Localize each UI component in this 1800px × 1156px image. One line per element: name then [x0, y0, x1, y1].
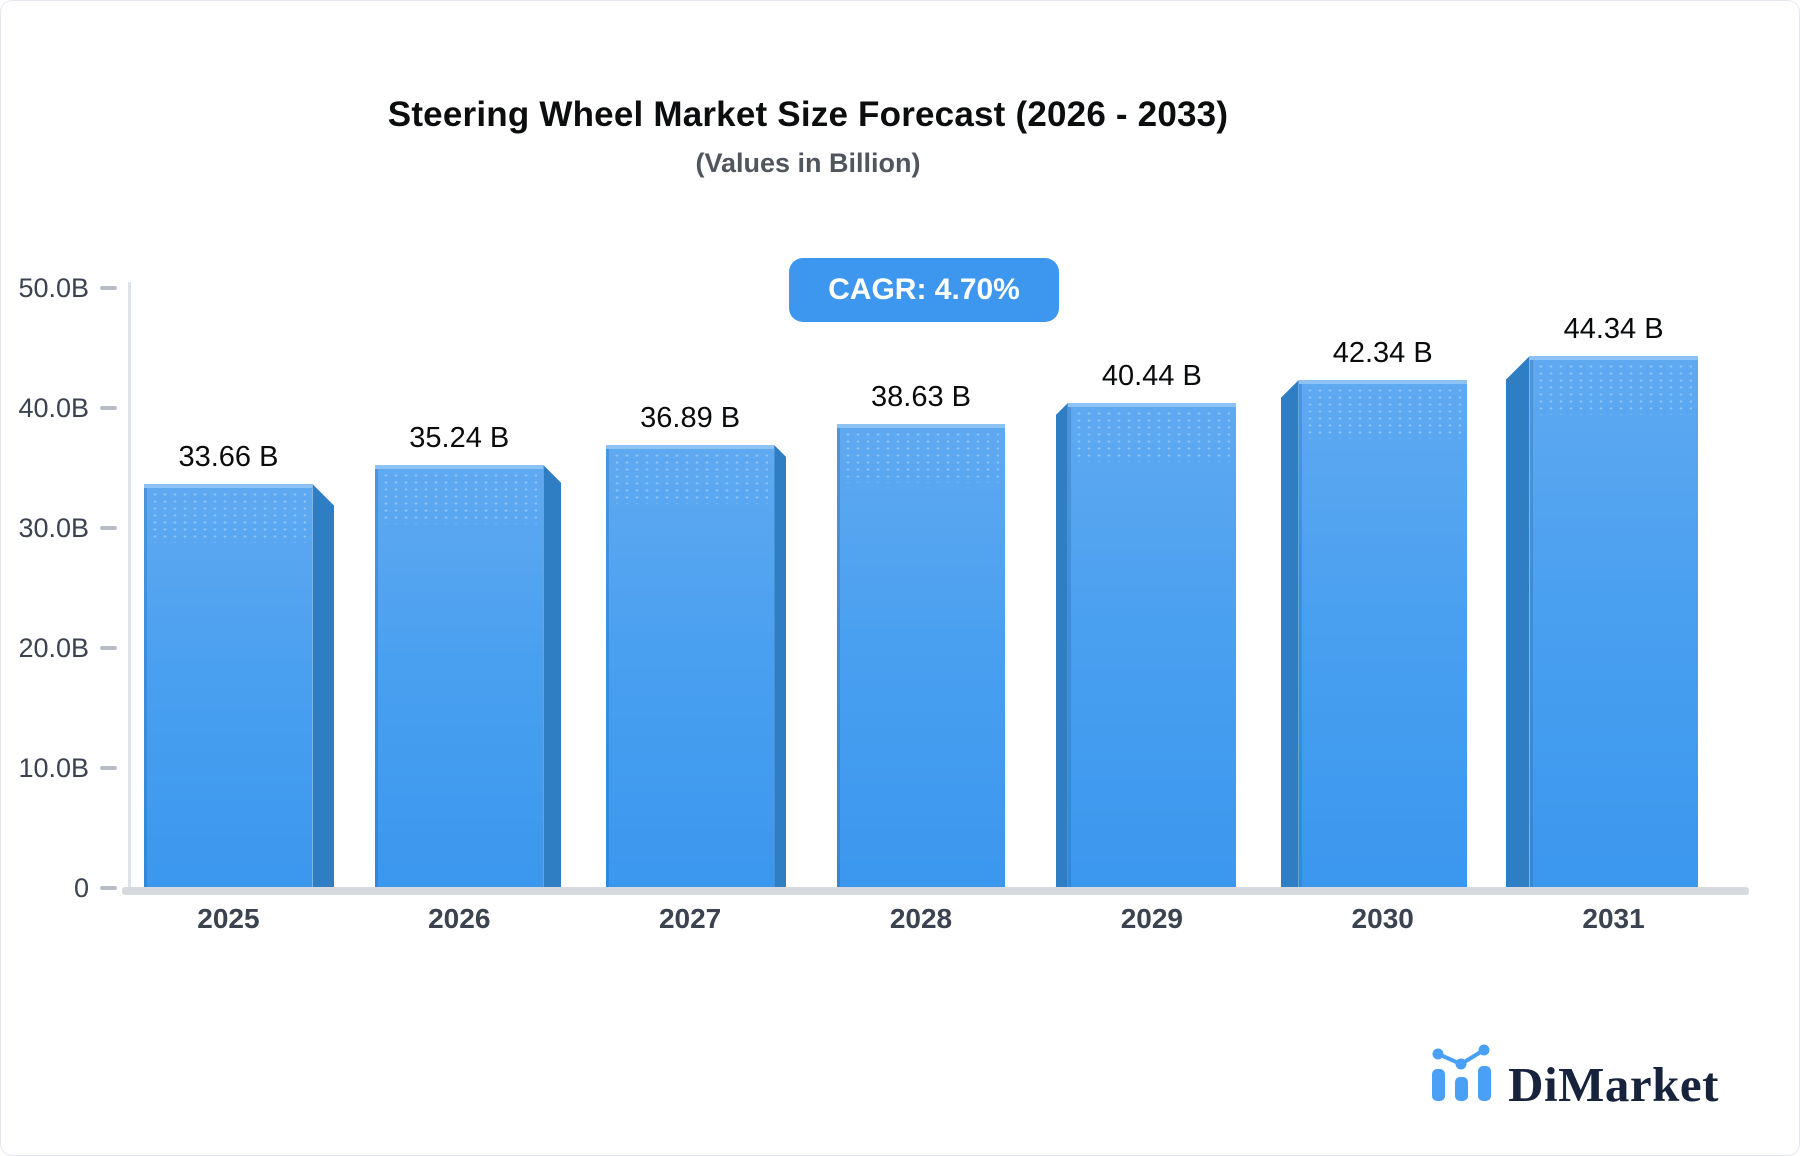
- x-axis-label: 2025: [197, 903, 260, 934]
- bar: [1298, 380, 1467, 888]
- y-tick-label: 0: [73, 873, 89, 903]
- bar-side: [1505, 356, 1530, 888]
- bar-value-label: 42.34 B: [1332, 337, 1433, 369]
- x-axis-label: 2028: [889, 903, 953, 934]
- cagr-badge: CAGR: 4.70%: [789, 258, 1059, 322]
- y-axis-line: [128, 282, 131, 890]
- bar-value-label: 36.89 B: [640, 402, 741, 434]
- bar-side: [1055, 403, 1068, 888]
- y-tick-mark: [100, 286, 117, 290]
- y-tick-mark: [100, 646, 117, 650]
- bar-side: [1280, 380, 1299, 888]
- dimarket-logo: DiMarket: [1429, 1043, 1719, 1112]
- bar-side: [312, 484, 335, 888]
- logo-text: DiMarket: [1508, 1056, 1719, 1112]
- bar-value-label: 40.44 B: [1101, 360, 1202, 392]
- bar-side: [774, 445, 787, 888]
- y-tick-label: 50.0B: [18, 273, 89, 303]
- x-axis-label: 2031: [1582, 903, 1645, 934]
- bar: [1067, 403, 1236, 888]
- bar-texture: [1304, 387, 1461, 439]
- bar: [837, 424, 1005, 888]
- y-tick-label: 40.0B: [18, 393, 89, 423]
- mini-bar-chart-icon: [1432, 1044, 1492, 1101]
- bar: [1529, 356, 1698, 888]
- y-tick-label: 10.0B: [18, 753, 89, 783]
- x-baseline: [122, 887, 1749, 895]
- x-axis-label: 2027: [658, 903, 722, 934]
- bar-texture: [1535, 363, 1692, 415]
- bar-texture: [1073, 410, 1230, 462]
- bar-value-label: 38.63 B: [871, 381, 971, 413]
- bars: 33.66 B 35.24 B 36.89 B 38.63 B 40.44 B 42.34…: [113, 288, 1729, 888]
- y-tick-label: 20.0B: [18, 633, 89, 663]
- bar-side: [543, 465, 562, 888]
- y-tick-mark: [100, 886, 117, 890]
- y-tick-mark: [100, 526, 117, 530]
- bar-texture: [381, 472, 538, 524]
- y-tick-mark: [100, 406, 117, 410]
- bar-texture: [612, 452, 769, 504]
- bar-value-label: 33.66 B: [178, 441, 279, 473]
- chart-title: Steering Wheel Market Size Forecast (202…: [387, 95, 1229, 134]
- bar: [606, 445, 775, 888]
- x-axis-label: 2029: [1120, 903, 1183, 934]
- bar: [375, 465, 544, 888]
- bar: [144, 484, 313, 888]
- bar-texture: [150, 491, 307, 543]
- y-tick-label: 30.0B: [18, 513, 89, 543]
- bar-texture: [843, 431, 999, 483]
- x-axis-label: 2030: [1351, 903, 1414, 934]
- y-tick-mark: [100, 766, 117, 770]
- chart-subtitle: (Values in Billion): [695, 148, 921, 178]
- x-axis-label: 2026: [428, 903, 491, 934]
- x-axis-labels: 2025 2026 2027 2028 2029 2030 2031: [113, 903, 1729, 943]
- cagr-badge-label: CAGR: 4.70%: [828, 273, 1020, 306]
- bar-value-label: 44.34 B: [1563, 313, 1664, 345]
- bar-value-label: 35.24 B: [409, 422, 510, 454]
